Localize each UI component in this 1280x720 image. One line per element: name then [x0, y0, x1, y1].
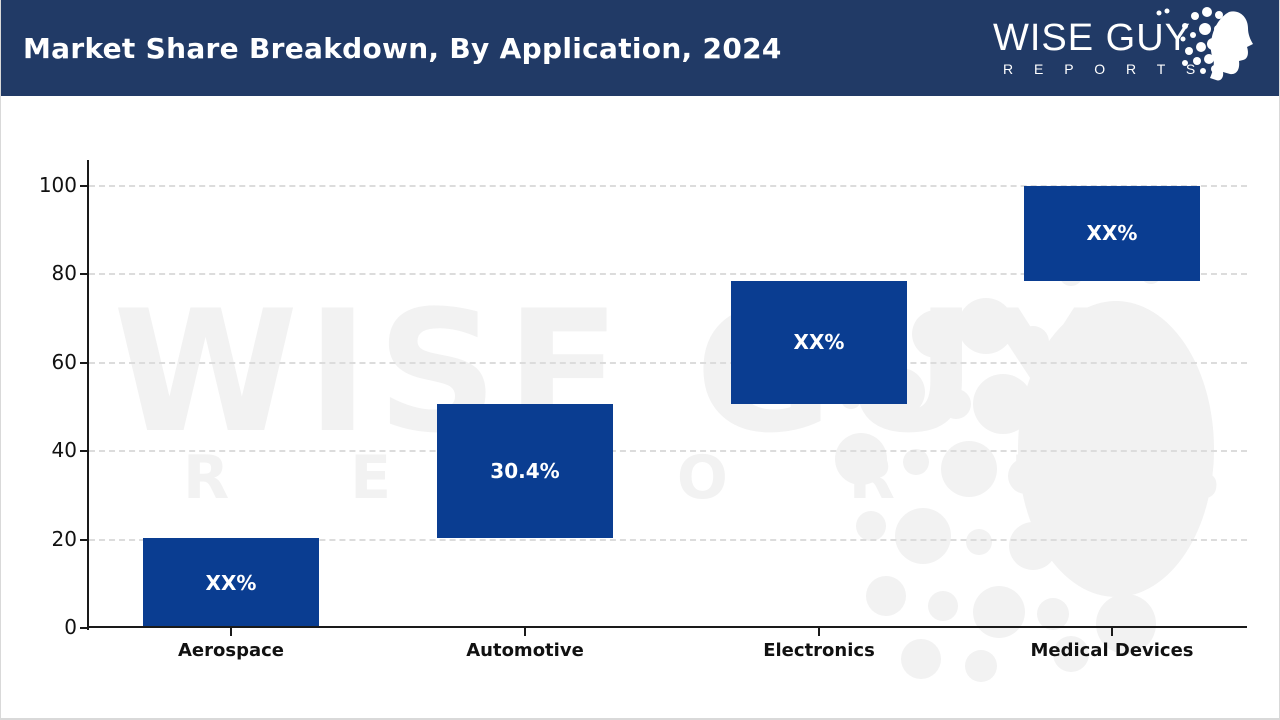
bar-value-label: XX%	[205, 571, 257, 596]
gridline-60	[89, 361, 1247, 364]
x-axis	[87, 626, 1247, 628]
logo-subtitle: R E P O R T S	[1003, 61, 1204, 77]
logo-wordmark: WISE GUY	[993, 17, 1191, 59]
chart-title: Market Share Breakdown, By Application, …	[23, 31, 782, 65]
y-tick-label-0: 0	[64, 615, 77, 639]
gridline-20	[89, 538, 1247, 541]
gridline-100	[89, 185, 1247, 187]
y-tick-label-20: 20	[51, 526, 77, 551]
x-axis-label-automotive: Automotive	[466, 640, 584, 661]
bar-electronics: XX%	[731, 280, 907, 404]
x-tick-1	[524, 628, 526, 636]
y-tick-label-80: 80	[51, 261, 77, 286]
x-tick-3	[1111, 628, 1113, 636]
gridline-40	[89, 450, 1247, 453]
header-banner: Market Share Breakdown, By Application, …	[1, 0, 1279, 96]
bar-value-label: XX%	[1086, 221, 1138, 246]
y-tick-label-60: 60	[51, 349, 77, 374]
y-tick-80	[80, 273, 88, 276]
bar-medical-devices: XX%	[1024, 186, 1200, 281]
chart-area: WISE GUY R E P O R T S 0 20 40 60 80 100 XX% Ae…	[1, 96, 1279, 718]
y-axis	[87, 160, 89, 630]
y-tick-label-40: 40	[51, 438, 77, 463]
y-tick-label-100: 100	[38, 173, 77, 197]
x-tick-2	[818, 628, 820, 636]
bar-value-label: XX%	[793, 330, 845, 355]
y-tick-20	[80, 538, 88, 541]
gridline-80	[89, 273, 1247, 276]
wiseguy-logo: WISE GUY R E P O R T S	[993, 6, 1253, 90]
x-axis-label-medical-devices: Medical Devices	[1030, 640, 1194, 661]
bar-value-label: 30.4%	[490, 459, 560, 484]
bar-aerospace: XX%	[143, 538, 319, 628]
y-tick-100	[80, 185, 88, 187]
y-tick-0	[80, 627, 88, 629]
bar-automotive: 30.4%	[437, 403, 613, 539]
logo-face-icon	[1156, 7, 1253, 81]
x-axis-label-electronics: Electronics	[763, 640, 875, 661]
x-axis-label-aerospace: Aerospace	[177, 640, 284, 661]
x-tick-0	[230, 628, 232, 636]
y-tick-60	[80, 361, 88, 364]
y-tick-40	[80, 450, 88, 453]
